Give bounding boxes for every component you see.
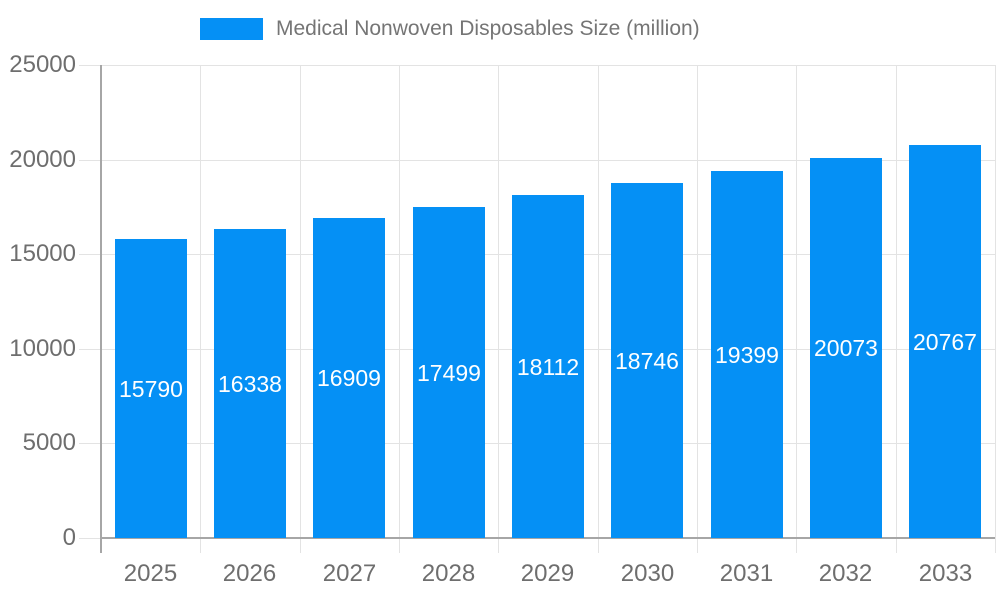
bar-value-label: 20767 xyxy=(913,328,977,355)
bar[interactable]: 18746 xyxy=(611,183,683,538)
bar[interactable]: 18112 xyxy=(512,195,584,538)
gridline-x xyxy=(995,65,996,553)
x-axis-tick-label: 2025 xyxy=(123,560,178,587)
gridline-x xyxy=(300,65,301,553)
x-axis-tick-label: 2029 xyxy=(520,560,575,587)
x-axis-tick-label: 2032 xyxy=(818,560,873,587)
bar-value-label: 17499 xyxy=(417,359,481,386)
x-axis-line xyxy=(101,537,995,539)
y-axis-tick-label: 0 xyxy=(62,524,76,551)
x-axis-tick-label: 2027 xyxy=(322,560,377,587)
x-axis-tick-label: 2028 xyxy=(421,560,476,587)
gridline-y xyxy=(79,65,995,66)
bar[interactable]: 20767 xyxy=(909,145,981,538)
y-axis-tick-label: 10000 xyxy=(9,335,76,362)
x-axis-tick-label: 2031 xyxy=(719,560,774,587)
bar[interactable]: 19399 xyxy=(711,171,783,538)
gridline-x xyxy=(200,65,201,553)
y-axis-tick-label: 25000 xyxy=(9,51,76,78)
gridline-y xyxy=(79,160,995,161)
y-axis-tick-label: 5000 xyxy=(22,429,76,456)
bar-value-label: 16338 xyxy=(218,370,282,397)
gridline-x xyxy=(796,65,797,553)
legend-label: Medical Nonwoven Disposables Size (milli… xyxy=(276,17,700,40)
gridline-x xyxy=(498,65,499,553)
gridline-x xyxy=(399,65,400,553)
y-axis-tick-label: 20000 xyxy=(9,146,76,173)
x-axis-tick-label: 2033 xyxy=(918,560,973,587)
bar-value-label: 19399 xyxy=(715,341,779,368)
y-axis-line xyxy=(100,65,102,553)
gridline-x xyxy=(598,65,599,553)
gridline-x xyxy=(896,65,897,553)
legend[interactable]: Medical Nonwoven Disposables Size (milli… xyxy=(200,17,700,41)
bar-value-label: 20073 xyxy=(814,335,878,361)
bar[interactable]: 16338 xyxy=(214,229,286,538)
x-axis-tick-label: 2026 xyxy=(222,560,277,587)
bar-value-label: 18112 xyxy=(516,353,580,380)
gridline-x xyxy=(697,65,698,553)
bar-value-label: 16909 xyxy=(317,365,381,391)
bar[interactable]: 15790 xyxy=(115,239,187,538)
bar[interactable]: 16909 xyxy=(313,218,385,538)
bar-value-label: 15790 xyxy=(119,375,183,402)
x-axis-tick-label: 2030 xyxy=(620,560,675,587)
bar[interactable]: 17499 xyxy=(413,207,485,538)
bar-value-label: 18746 xyxy=(615,347,679,374)
y-axis-tick-label: 15000 xyxy=(9,240,76,267)
bar[interactable]: 20073 xyxy=(810,158,882,538)
legend-swatch-icon xyxy=(200,18,263,40)
